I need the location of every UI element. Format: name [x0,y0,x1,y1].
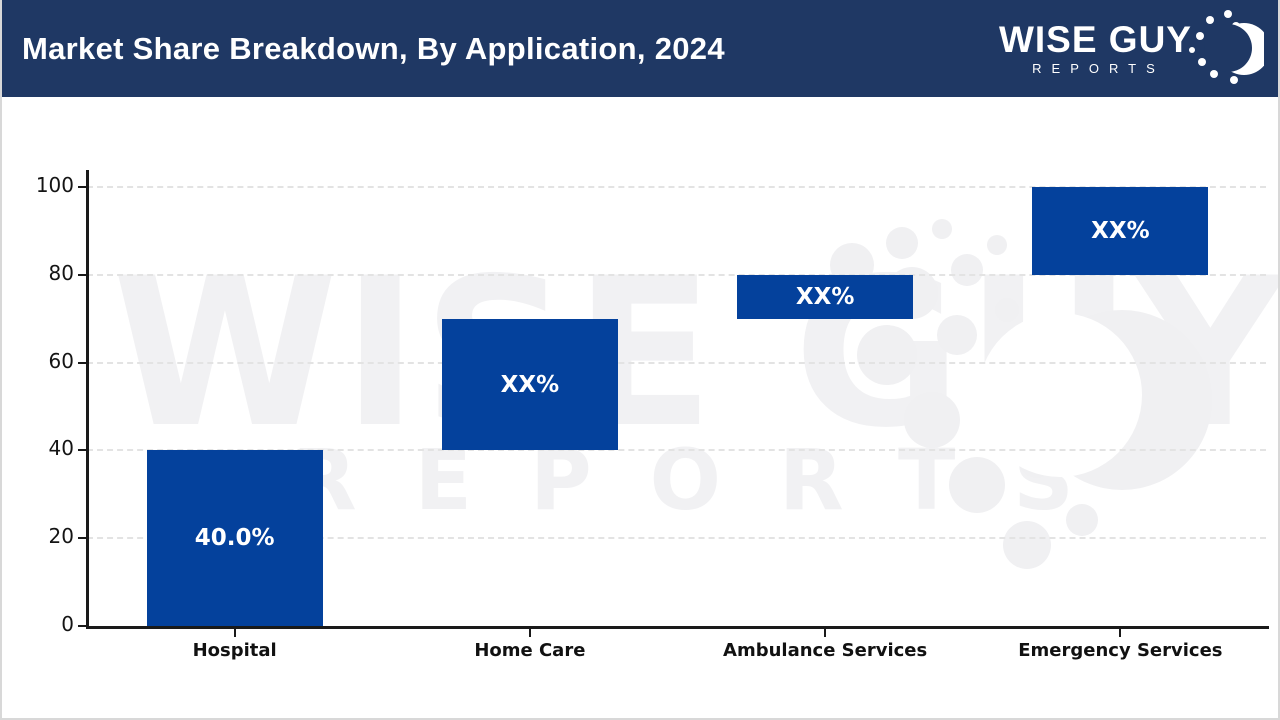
header-bar: Market Share Breakdown, By Application, … [2,0,1278,97]
logo-subtitle: REPORTS [1032,61,1165,76]
y-tick-label: 40 [48,436,74,461]
x-tick-label: Hospital [192,640,277,661]
y-tick-label: 20 [48,524,74,549]
chart-title: Market Share Breakdown, By Application, … [22,30,725,66]
y-axis-tick [78,537,87,540]
x-axis-tick [233,629,236,637]
x-tick-label: Ambulance Services [723,640,928,661]
y-tick-label: 80 [48,260,74,285]
bar-value-label: XX% [1091,217,1150,244]
watermark-subtext: REPORTS [292,431,1132,529]
bar-value-label: 40.0% [194,525,275,552]
x-axis-tick [1119,629,1122,637]
wiseguy-logo: WISE GUY REPORTS [999,4,1264,94]
y-axis-tick [78,449,87,452]
x-axis-tick [824,629,827,637]
logo-name: WISE GUY [998,19,1192,60]
dotted-face-icon [1189,9,1264,84]
gridline [87,361,1266,364]
bar: XX% [737,274,914,319]
bar-value-label: XX% [500,371,560,398]
bar: 40.0% [146,450,323,626]
y-tick-label: 0 [61,612,74,636]
y-tick-label: 100 [35,173,74,197]
gridline [87,449,1266,452]
gridline [87,273,1266,276]
y-axis-tick [78,273,87,276]
y-axis-tick [78,186,87,188]
x-axis-tick [528,629,531,637]
x-axis-line [86,626,1269,629]
y-axis-line [86,170,89,628]
logo-text: WISE GUY REPORTS [999,21,1192,76]
x-tick-label: Emergency Services [1018,640,1223,661]
y-axis-tick [78,361,87,364]
y-tick-label: 60 [48,348,74,373]
gridline [87,537,1266,540]
bar: XX% [1032,187,1209,275]
bar: XX% [441,318,618,451]
gridline [87,186,1266,188]
bar-value-label: XX% [795,283,855,310]
x-tick-label: Home Care [474,640,586,661]
y-axis-tick [78,625,87,627]
